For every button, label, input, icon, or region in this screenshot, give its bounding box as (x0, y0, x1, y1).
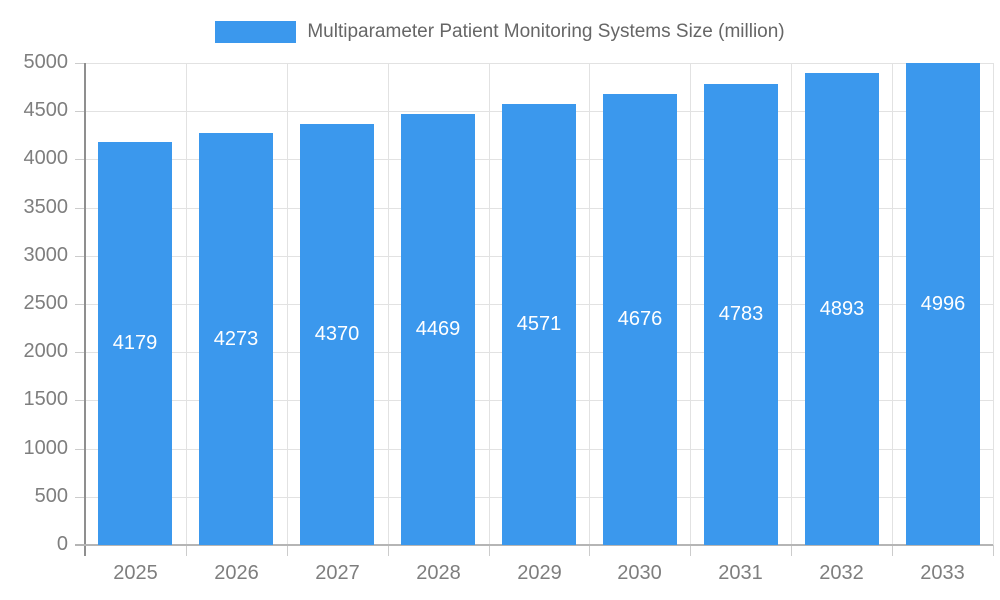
bar-value-label: 4996 (920, 292, 966, 315)
gridline-v (286, 63, 288, 545)
gridline-h (85, 62, 993, 64)
gridline-v (488, 63, 490, 545)
bar[interactable]: 4469 (401, 114, 475, 545)
bar-value-label: 4469 (415, 318, 461, 341)
y-tick-label: 1500 (23, 388, 69, 410)
bar-value-label: 4370 (314, 322, 360, 345)
x-tick (387, 545, 389, 556)
x-tick-label: 2031 (718, 562, 763, 584)
bar[interactable]: 4571 (502, 104, 576, 545)
bar[interactable]: 4179 (98, 142, 172, 545)
plot-area: 4179 4273 4370 4469 4571 4676 4783 4893 4996 2025… (24, 51, 994, 584)
y-tick (75, 303, 85, 305)
bar-value-label: 4179 (112, 332, 158, 355)
gridline-v (689, 63, 691, 545)
x-tick-label: 2030 (617, 562, 662, 584)
x-tick (689, 545, 691, 556)
bar[interactable]: 4893 (805, 73, 879, 545)
gridline-v (992, 63, 994, 545)
y-tick-label: 1000 (23, 437, 69, 459)
legend[interactable]: Multiparameter Patient Monitoring System… (0, 16, 1000, 48)
x-tick (790, 545, 792, 556)
gridline-v (387, 63, 389, 545)
y-tick-label: 2000 (23, 340, 69, 362)
gridline-v (790, 63, 792, 545)
x-tick (992, 545, 994, 556)
x-tick (488, 545, 490, 556)
bar[interactable]: 4370 (300, 123, 374, 545)
x-tick (185, 545, 187, 556)
bar-value-label: 4783 (718, 302, 764, 325)
y-tick-label: 4500 (23, 99, 69, 121)
x-tick-label: 2027 (315, 562, 360, 584)
y-tick-label: 500 (34, 485, 68, 507)
y-tick-label: 0 (56, 533, 68, 555)
y-tick-label: 3500 (23, 196, 69, 218)
legend-label: Multiparameter Patient Monitoring System… (307, 21, 785, 42)
bar-value-label: 4571 (516, 313, 562, 336)
bar-value-label: 4893 (819, 297, 865, 320)
y-tick (75, 255, 85, 257)
x-tick (286, 545, 288, 556)
bar[interactable]: 4676 (603, 94, 677, 545)
y-tick (75, 110, 85, 112)
x-tick-label: 2025 (113, 562, 158, 584)
y-tick (75, 496, 85, 498)
legend-swatch (215, 21, 297, 43)
bar-value-label: 4676 (617, 308, 663, 331)
bar[interactable]: 4783 (704, 83, 778, 545)
x-axis-line (75, 544, 993, 546)
y-tick (75, 62, 85, 64)
gridline-v (891, 63, 893, 545)
x-tick-label: 2032 (819, 562, 864, 584)
bar[interactable]: 4273 (199, 133, 273, 545)
x-tick-label: 2029 (517, 562, 562, 584)
y-tick (75, 399, 85, 401)
y-tick-label: 5000 (23, 51, 69, 73)
x-tick-label: 2033 (920, 562, 965, 584)
x-tick (891, 545, 893, 556)
x-tick (588, 545, 590, 556)
y-tick-label: 4000 (23, 147, 69, 169)
y-tick (75, 207, 85, 209)
y-tick (75, 448, 85, 450)
y-tick-label: 3000 (23, 244, 69, 266)
bar[interactable]: 4996 (906, 63, 980, 545)
y-tick-label: 2500 (23, 292, 69, 314)
x-tick-label: 2026 (214, 562, 259, 584)
y-tick (75, 158, 85, 160)
gridline-v (185, 63, 187, 545)
y-tick (75, 351, 85, 353)
bar-value-label: 4273 (213, 327, 259, 350)
y-axis-line (84, 63, 86, 556)
x-tick-label: 2028 (416, 562, 461, 584)
gridline-v (588, 63, 590, 545)
